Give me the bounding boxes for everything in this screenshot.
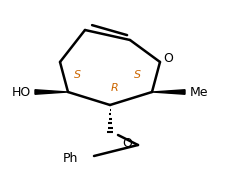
Text: Me: Me <box>190 85 209 98</box>
Text: O: O <box>122 137 132 150</box>
Text: Ph: Ph <box>63 152 78 165</box>
Text: O: O <box>163 51 173 65</box>
Text: S: S <box>74 70 81 80</box>
Polygon shape <box>152 90 185 94</box>
Polygon shape <box>35 90 68 94</box>
Text: S: S <box>135 70 142 80</box>
Text: HO: HO <box>12 85 31 98</box>
Text: R: R <box>111 83 119 93</box>
